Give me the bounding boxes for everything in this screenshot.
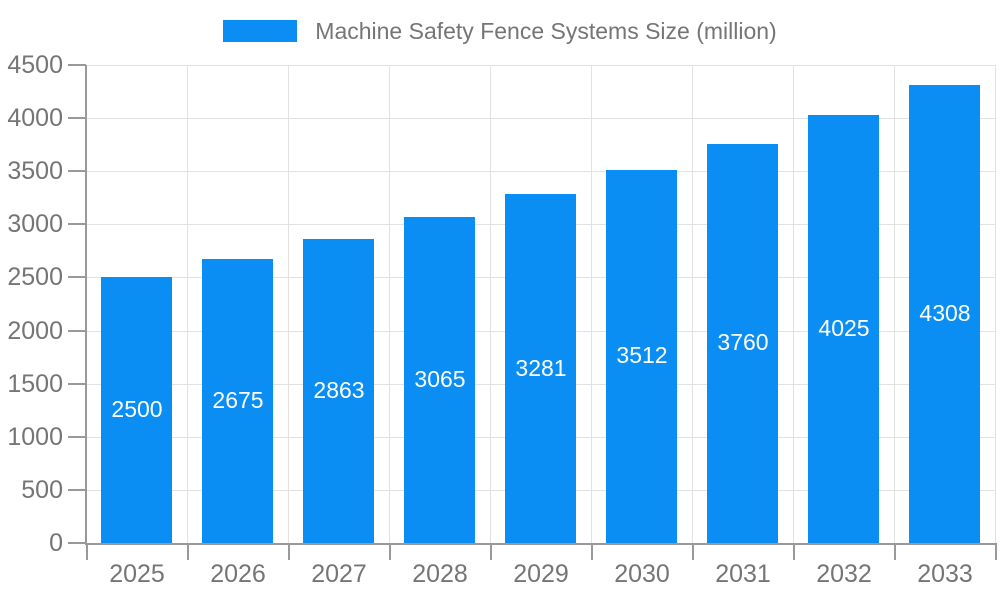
x-tick-label: 2031 (715, 560, 771, 588)
bar[interactable] (707, 144, 778, 543)
v-gridline (288, 65, 289, 543)
x-tick-label: 2033 (917, 560, 973, 588)
bar[interactable] (404, 217, 475, 543)
bar-value-label: 4308 (919, 300, 971, 326)
bar-value-label: 3512 (616, 342, 668, 368)
x-axis-line (85, 543, 996, 545)
y-tick-label: 2000 (7, 317, 63, 345)
bar[interactable] (909, 85, 980, 543)
y-axis-tick (68, 489, 86, 491)
x-axis-tick (86, 543, 88, 560)
x-tick-label: 2027 (311, 560, 367, 588)
y-axis-tick (68, 542, 86, 544)
h-gridline (86, 171, 995, 172)
x-tick-label: 2030 (614, 560, 670, 588)
y-tick-label: 0 (49, 529, 63, 557)
x-axis-tick (995, 543, 997, 560)
y-axis-tick (68, 170, 86, 172)
x-axis-tick (490, 543, 492, 560)
x-tick-label: 2029 (513, 560, 569, 588)
h-gridline (86, 65, 995, 66)
y-axis-tick (68, 117, 86, 119)
legend-item[interactable]: Machine Safety Fence Systems Size (milli… (0, 17, 1000, 45)
x-axis-tick (288, 543, 290, 560)
bar-value-label: 3065 (414, 366, 466, 392)
x-tick-label: 2025 (109, 560, 165, 588)
x-axis-tick (793, 543, 795, 560)
legend-swatch (223, 20, 298, 42)
bar-value-label: 3281 (515, 355, 567, 381)
x-axis-tick (389, 543, 391, 560)
y-axis-tick (68, 330, 86, 332)
y-tick-label: 4500 (7, 51, 63, 79)
v-gridline (389, 65, 390, 543)
v-gridline (793, 65, 794, 543)
v-gridline (894, 65, 895, 543)
y-tick-label: 1000 (7, 423, 63, 451)
x-tick-label: 2026 (210, 560, 266, 588)
bar[interactable] (202, 259, 273, 543)
y-axis-tick (68, 223, 86, 225)
v-gridline (591, 65, 592, 543)
bar-value-label: 2863 (313, 377, 365, 403)
y-tick-label: 1500 (7, 370, 63, 398)
x-axis-tick (894, 543, 896, 560)
x-axis-tick (187, 543, 189, 560)
bar[interactable] (606, 170, 677, 543)
y-axis-tick (68, 383, 86, 385)
bar[interactable] (808, 115, 879, 543)
bar[interactable] (101, 277, 172, 543)
v-gridline (490, 65, 491, 543)
x-tick-label: 2032 (816, 560, 872, 588)
bar-value-label: 3760 (717, 329, 769, 355)
v-gridline (692, 65, 693, 543)
y-tick-label: 500 (21, 476, 63, 504)
bar-value-label: 4025 (818, 315, 870, 341)
bar[interactable] (303, 239, 374, 543)
x-axis-tick (591, 543, 593, 560)
h-gridline (86, 118, 995, 119)
bar-value-label: 2675 (212, 387, 264, 413)
v-gridline (995, 65, 996, 543)
y-axis-tick (68, 276, 86, 278)
y-axis-tick (68, 436, 86, 438)
y-axis-line (85, 65, 87, 545)
y-tick-label: 4000 (7, 104, 63, 132)
x-tick-label: 2028 (412, 560, 468, 588)
bar[interactable] (505, 194, 576, 543)
y-axis-tick (68, 64, 86, 66)
legend-label: Machine Safety Fence Systems Size (milli… (315, 18, 777, 44)
x-axis-tick (692, 543, 694, 560)
y-tick-label: 3000 (7, 210, 63, 238)
y-tick-label: 3500 (7, 157, 63, 185)
bar-value-label: 2500 (111, 396, 163, 422)
v-gridline (187, 65, 188, 543)
y-tick-label: 2500 (7, 263, 63, 291)
